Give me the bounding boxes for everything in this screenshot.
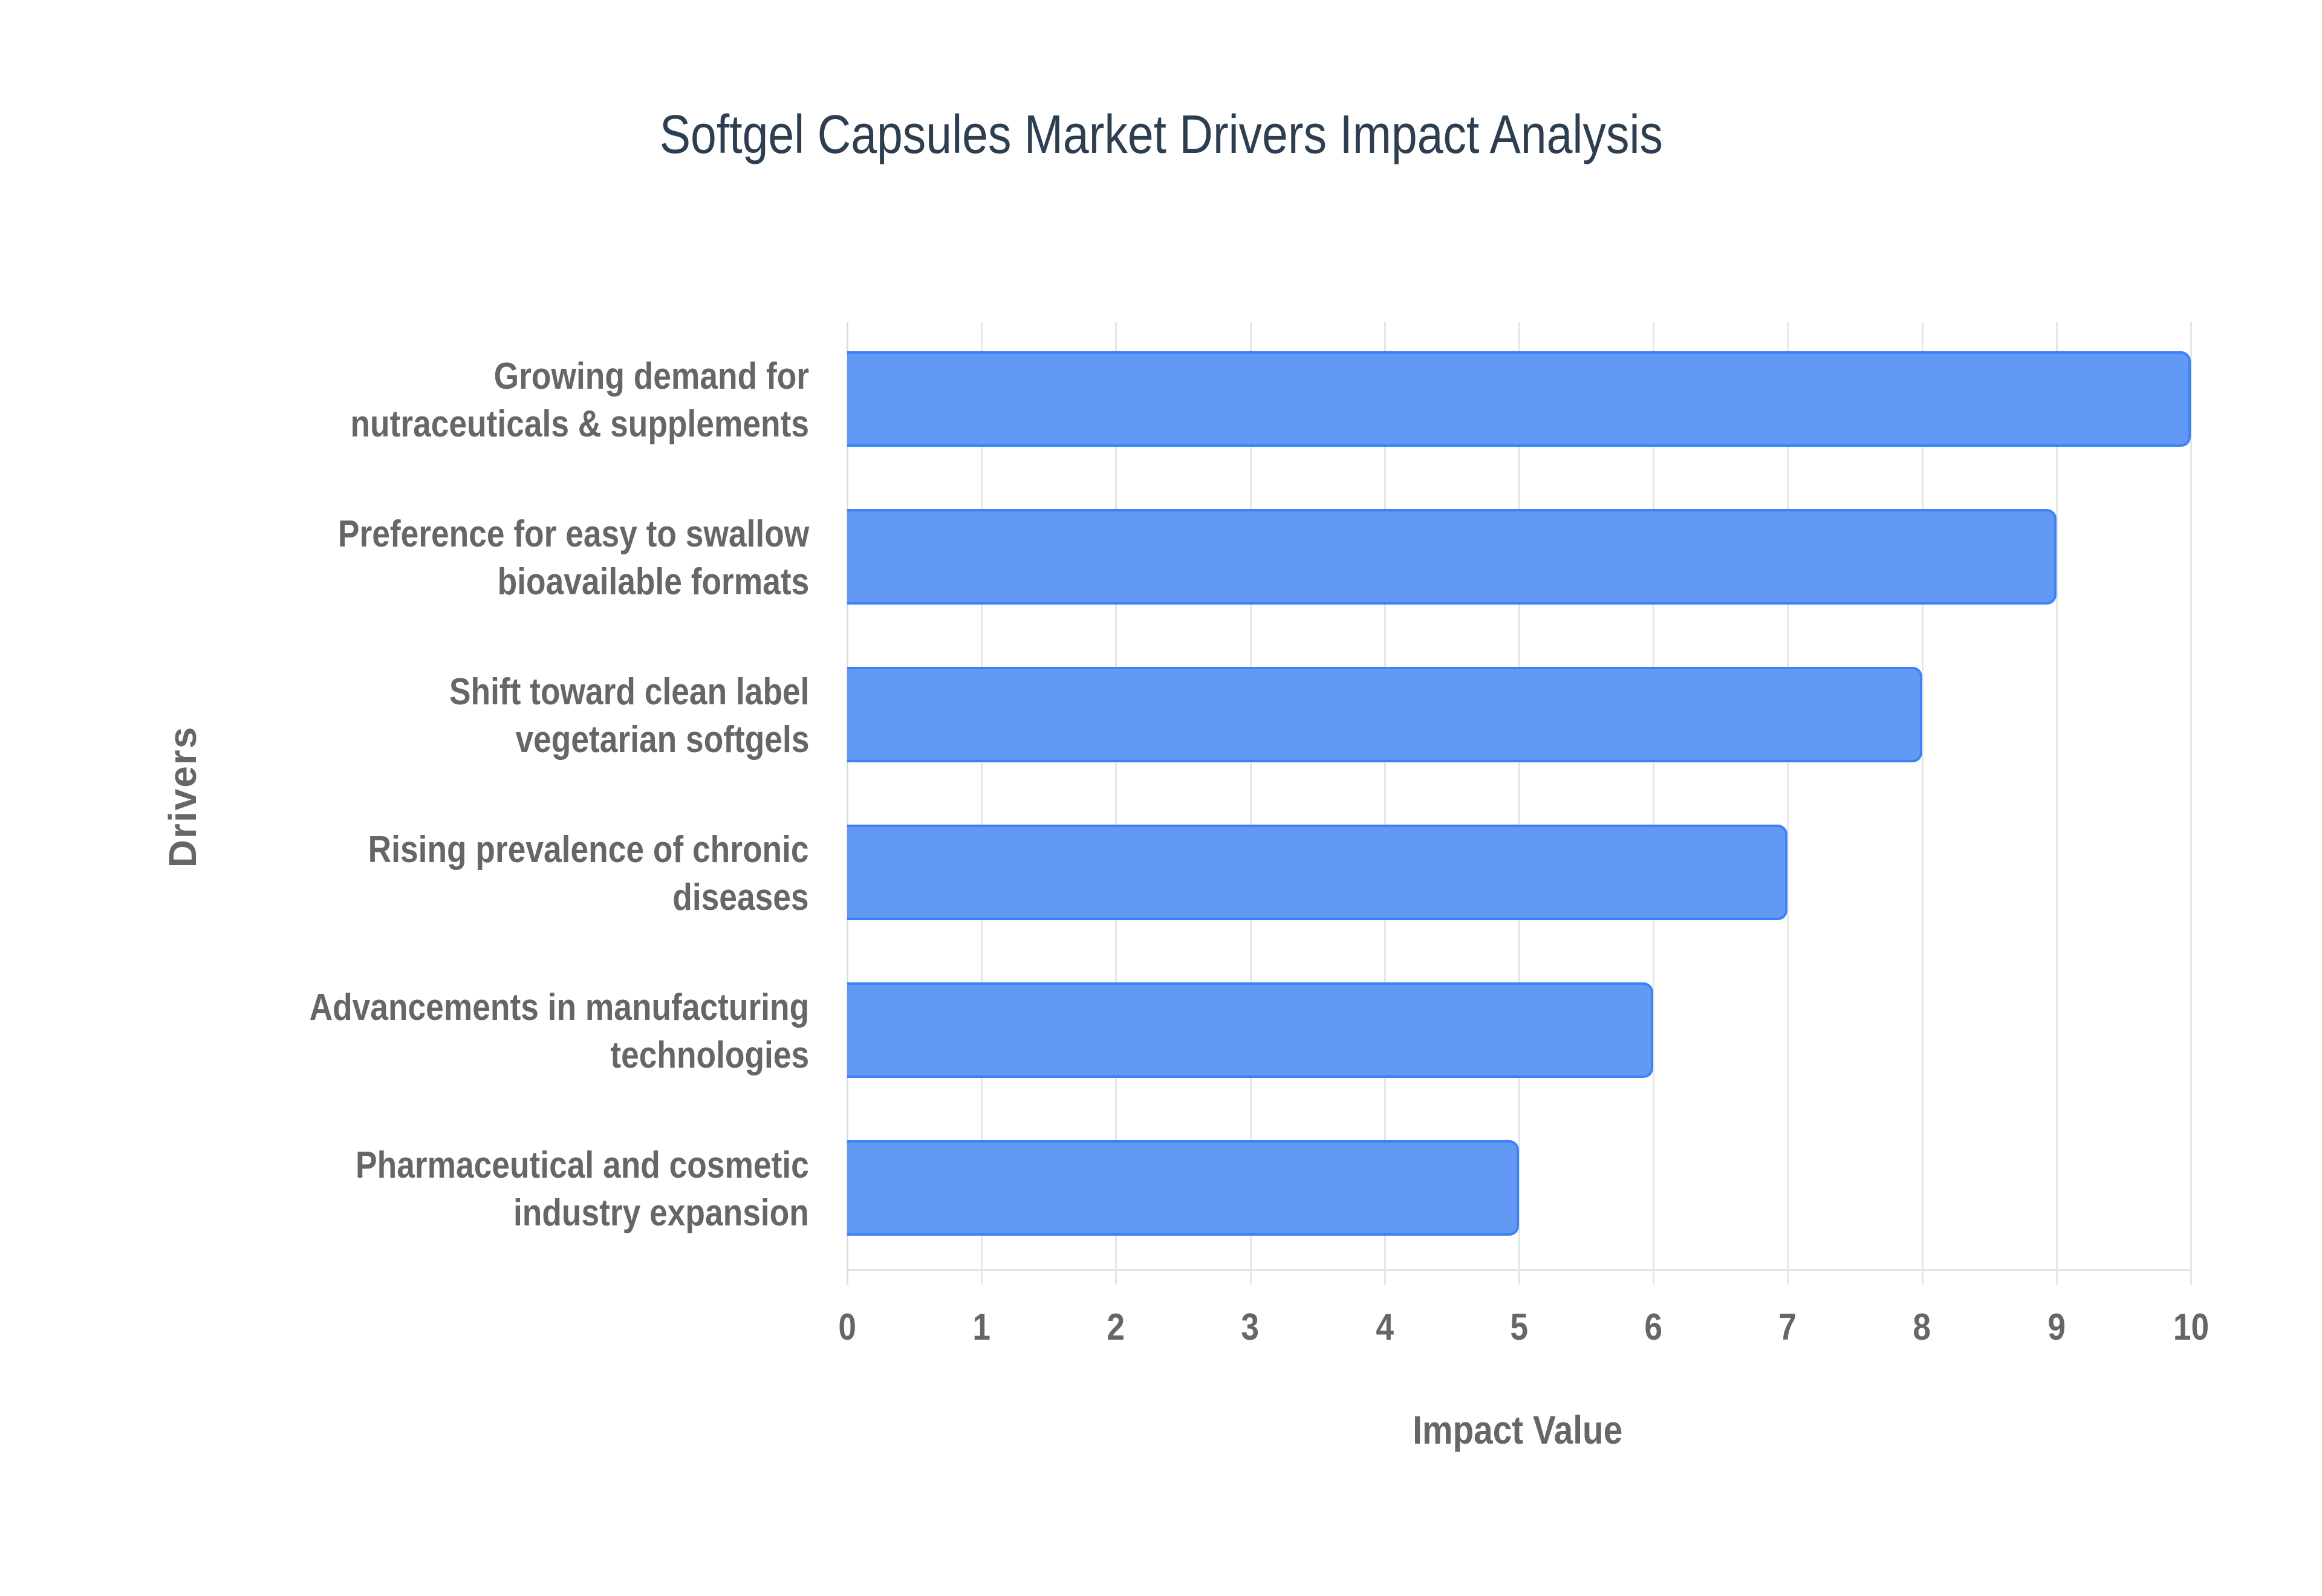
x-axis-tick-label: 2 (1107, 1306, 1125, 1348)
gridline (981, 322, 983, 1285)
y-axis-label-line: vegetarian softgels (515, 718, 809, 761)
chart-title: Softgel Capsules Market Drivers Impact A… (0, 102, 2322, 168)
x-axis-tick-label: 1 (972, 1306, 991, 1348)
bar[interactable] (847, 508, 2057, 605)
y-axis-label: Preference for easy to swallow bioavailab… (83, 510, 809, 606)
x-axis-tick-label: 10 (2173, 1306, 2209, 1348)
y-axis-label-line: technologies (610, 1034, 809, 1076)
y-axis-label-line: industry expansion (513, 1192, 809, 1234)
x-axis-title: Impact Value (1276, 1403, 1760, 1457)
x-axis-tick-label: 7 (1778, 1306, 1797, 1348)
gridline (1249, 322, 1252, 1285)
x-axis-tick-label: 3 (1241, 1306, 1260, 1348)
chart-title-text: Softgel Capsules Market Drivers Impact A… (659, 105, 1663, 165)
gridline (2190, 322, 2192, 1285)
x-axis-title-text: Impact Value (1413, 1407, 1623, 1452)
y-axis-label-line: bioavailable formats (497, 560, 809, 603)
y-axis-label-line: Pharmaceutical and cosmetic (356, 1144, 809, 1186)
bar[interactable] (847, 351, 2191, 447)
gridline (1921, 322, 1924, 1285)
x-axis-tick-label: 4 (1375, 1306, 1394, 1348)
gridline (2055, 322, 2058, 1285)
bar[interactable] (847, 1140, 1519, 1236)
x-axis-tick-label: 8 (1913, 1306, 1931, 1348)
gridline (1787, 322, 1789, 1285)
plot-area (847, 322, 2192, 1285)
gridline (1115, 322, 1117, 1285)
y-axis-label: Rising prevalence of chronic diseases (83, 826, 809, 921)
gridline (1384, 322, 1386, 1285)
y-axis-label: Shift toward clean label vegetarian softg… (83, 668, 809, 764)
x-axis-tick-label: 5 (1510, 1306, 1528, 1348)
gridline (1518, 322, 1520, 1285)
y-axis-label-line: Advancements in manufacturing (309, 986, 809, 1028)
bar[interactable] (847, 666, 1922, 762)
y-axis-label-line: Rising prevalence of chronic (368, 828, 809, 871)
x-axis-tick-label: 0 (838, 1306, 856, 1348)
y-axis-label: Pharmaceutical and cosmetic industry expa… (83, 1141, 809, 1237)
bar[interactable] (847, 982, 1654, 1078)
bar[interactable] (847, 824, 1788, 920)
gridline (1653, 322, 1655, 1285)
x-axis-tick-label: 6 (1644, 1306, 1663, 1348)
y-axis-label-line: nutraceuticals & supplements (350, 403, 809, 445)
x-axis-tick-label: 9 (2047, 1306, 2066, 1348)
y-axis-label: Growing demand for nutraceuticals & suppl… (83, 352, 809, 448)
y-axis-label-line: Preference for easy to swallow (337, 513, 809, 555)
y-axis-line (847, 322, 848, 1285)
y-axis-label: Advancements in manufacturing technologie… (83, 984, 809, 1079)
y-axis-label-line: diseases (672, 876, 809, 918)
y-axis-label-line: Growing demand for (493, 355, 809, 397)
y-axis-label-line: Shift toward clean label (449, 670, 809, 713)
